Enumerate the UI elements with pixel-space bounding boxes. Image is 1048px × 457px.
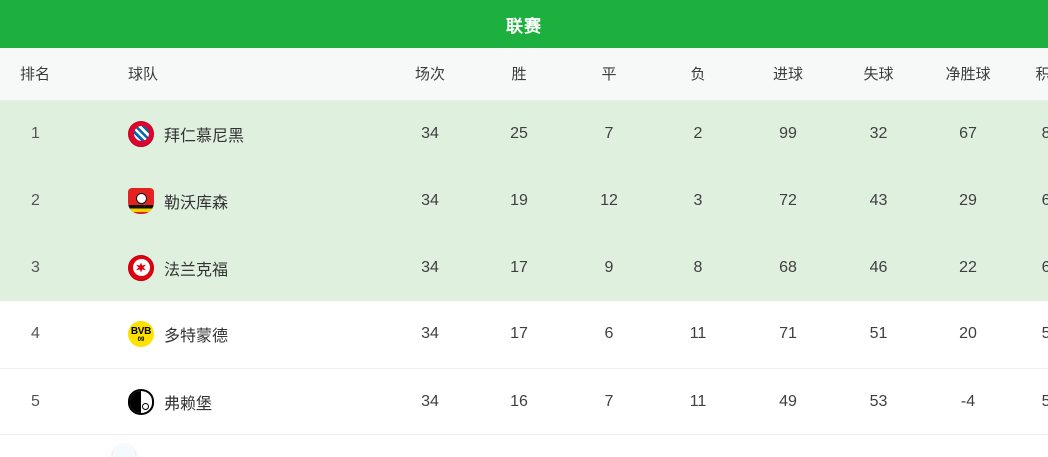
column-header-lost[interactable]: 负 <box>654 48 742 101</box>
cell-points: 69 <box>1041 191 1048 209</box>
cell-goals-against: 32 <box>869 124 888 142</box>
table-row[interactable]: 4 BVB 09 多特蒙德 34 17 6 11 71 51 20 <box>0 301 1048 368</box>
cell-goal-difference: 22 <box>959 258 977 276</box>
partial-team-crest-icon <box>111 443 137 457</box>
column-header-drawn[interactable]: 平 <box>564 48 654 101</box>
team-name: 拜仁慕尼黑 <box>164 127 245 145</box>
team-name: 弗赖堡 <box>164 395 213 413</box>
cell-team[interactable]: 法兰克福 <box>108 234 386 301</box>
cell-drawn: 12 <box>600 191 618 209</box>
cell-goals-for: 71 <box>779 325 797 343</box>
cell-won: 17 <box>510 325 528 343</box>
column-header-points[interactable]: 积分 <box>1013 48 1048 101</box>
cell-goal-difference: 67 <box>959 124 977 142</box>
cell-goals-against: 43 <box>869 191 888 209</box>
cell-played: 34 <box>421 258 439 276</box>
eintracht-frankfurt-crest-icon <box>128 254 154 281</box>
column-header-goal-difference[interactable]: 净胜球 <box>923 48 1013 101</box>
partial-next-row[interactable] <box>0 434 1048 457</box>
cell-points: 82 <box>1041 124 1048 142</box>
bayer-leverkusen-crest-icon <box>128 187 154 214</box>
cell-rank: 3 <box>31 258 40 276</box>
cell-lost: 8 <box>693 258 703 276</box>
table-header-row: 排名 球队 场次 胜 平 负 进球 失球 净胜球 积分 <box>0 48 1048 101</box>
cell-drawn: 6 <box>604 325 614 343</box>
cell-played: 34 <box>421 124 439 142</box>
cell-rank: 4 <box>31 325 40 343</box>
cell-won: 19 <box>510 191 528 209</box>
cell-team[interactable]: 弗赖堡 <box>108 368 386 435</box>
cell-drawn: 7 <box>604 392 614 410</box>
cell-team[interactable]: 勒沃库森 <box>108 167 386 234</box>
cell-points: 55 <box>1041 392 1048 410</box>
cell-goals-against: 53 <box>869 392 888 410</box>
page-title: 联赛 <box>506 16 542 36</box>
crest-letters: BVB <box>130 326 152 338</box>
cell-played: 34 <box>421 191 439 209</box>
cell-goals-for: 72 <box>779 191 797 209</box>
cell-lost: 11 <box>689 325 707 343</box>
cell-goals-against: 51 <box>869 325 888 343</box>
sc-freiburg-crest-icon <box>128 388 154 415</box>
partial-crest-wrap <box>111 443 137 457</box>
team-name: 多特蒙德 <box>164 328 229 346</box>
cell-goals-for: 68 <box>779 258 797 276</box>
cell-rank: 1 <box>31 124 40 142</box>
column-header-team[interactable]: 球队 <box>108 48 386 101</box>
column-header-rank[interactable]: 排名 <box>0 48 108 101</box>
cell-drawn: 9 <box>604 258 614 276</box>
standings-table: 排名 球队 场次 胜 平 负 进球 失球 净胜球 积分 1 拜仁慕尼黑 <box>0 48 1048 436</box>
column-header-goals-against[interactable]: 失球 <box>834 48 923 101</box>
borussia-dortmund-crest-icon: BVB 09 <box>128 321 154 348</box>
column-header-goals-for[interactable]: 进球 <box>742 48 834 101</box>
cell-lost: 2 <box>693 124 703 142</box>
title-bar: 联赛 <box>0 0 1048 48</box>
cell-lost: 3 <box>693 191 703 209</box>
table-header: 排名 球队 场次 胜 平 负 进球 失球 净胜球 积分 <box>0 48 1048 101</box>
cell-played: 34 <box>421 325 439 343</box>
team-name: 法兰克福 <box>164 261 229 279</box>
table-body: 1 拜仁慕尼黑 34 25 7 2 99 32 67 82 2 <box>0 100 1048 435</box>
table-row[interactable]: 1 拜仁慕尼黑 34 25 7 2 99 32 67 82 <box>0 100 1048 167</box>
table-row[interactable]: 3 法兰克福 34 17 9 8 68 46 22 60 <box>0 234 1048 301</box>
bayern-munich-crest-icon <box>128 120 154 147</box>
cell-goals-for: 49 <box>779 392 797 410</box>
cell-goals-against: 46 <box>869 258 888 276</box>
cell-team[interactable]: BVB 09 多特蒙德 <box>108 301 386 368</box>
crest-year: 09 <box>137 337 145 344</box>
table-row[interactable]: 2 勒沃库森 34 19 12 3 72 43 29 69 <box>0 167 1048 234</box>
column-header-played[interactable]: 场次 <box>386 48 474 101</box>
cell-won: 25 <box>510 124 528 142</box>
cell-won: 16 <box>510 392 528 410</box>
team-name: 勒沃库森 <box>164 194 229 212</box>
cell-drawn: 7 <box>604 124 614 142</box>
cell-goal-difference: 29 <box>959 191 977 209</box>
cell-goal-difference: -4 <box>960 392 976 410</box>
cell-goal-difference: 20 <box>959 325 977 343</box>
cell-points: 60 <box>1041 258 1048 276</box>
cell-points: 57 <box>1041 325 1048 343</box>
cell-won: 17 <box>510 258 528 276</box>
cell-played: 34 <box>421 392 439 410</box>
cell-rank: 5 <box>31 392 40 410</box>
cell-goals-for: 99 <box>779 124 797 142</box>
cell-lost: 11 <box>689 392 707 410</box>
column-header-won[interactable]: 胜 <box>474 48 564 101</box>
cell-team[interactable]: 拜仁慕尼黑 <box>108 100 386 167</box>
cell-rank: 2 <box>31 191 40 209</box>
table-row[interactable]: 5 弗赖堡 34 16 7 11 49 53 -4 55 <box>0 368 1048 435</box>
